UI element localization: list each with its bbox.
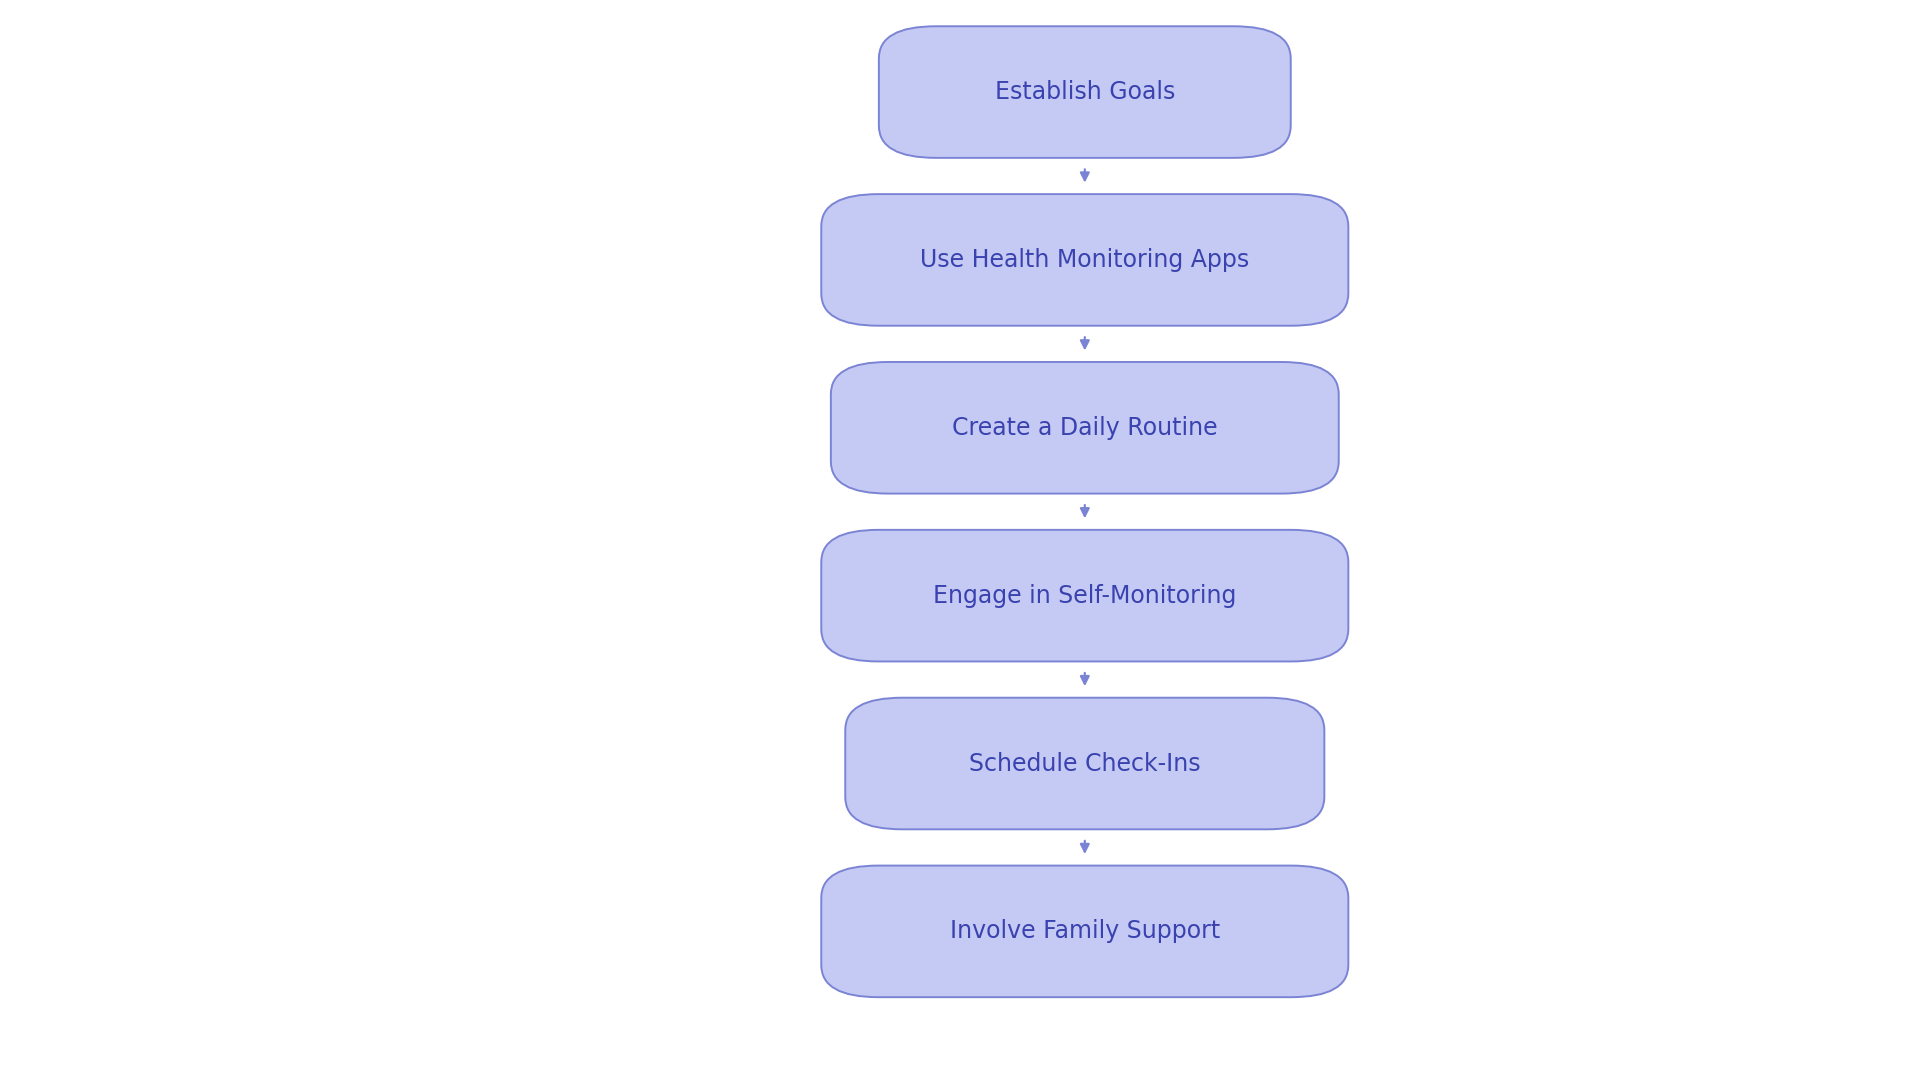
Text: Create a Daily Routine: Create a Daily Routine	[952, 416, 1217, 440]
FancyBboxPatch shape	[845, 697, 1325, 830]
FancyBboxPatch shape	[831, 362, 1338, 494]
Text: Establish Goals: Establish Goals	[995, 80, 1175, 104]
Text: Engage in Self-Monitoring: Engage in Self-Monitoring	[933, 584, 1236, 608]
Text: Use Health Monitoring Apps: Use Health Monitoring Apps	[920, 248, 1250, 272]
FancyBboxPatch shape	[822, 865, 1348, 997]
FancyBboxPatch shape	[822, 194, 1348, 326]
Text: Schedule Check-Ins: Schedule Check-Ins	[970, 752, 1200, 775]
Text: Involve Family Support: Involve Family Support	[950, 919, 1219, 943]
FancyBboxPatch shape	[879, 26, 1290, 158]
FancyBboxPatch shape	[822, 530, 1348, 662]
